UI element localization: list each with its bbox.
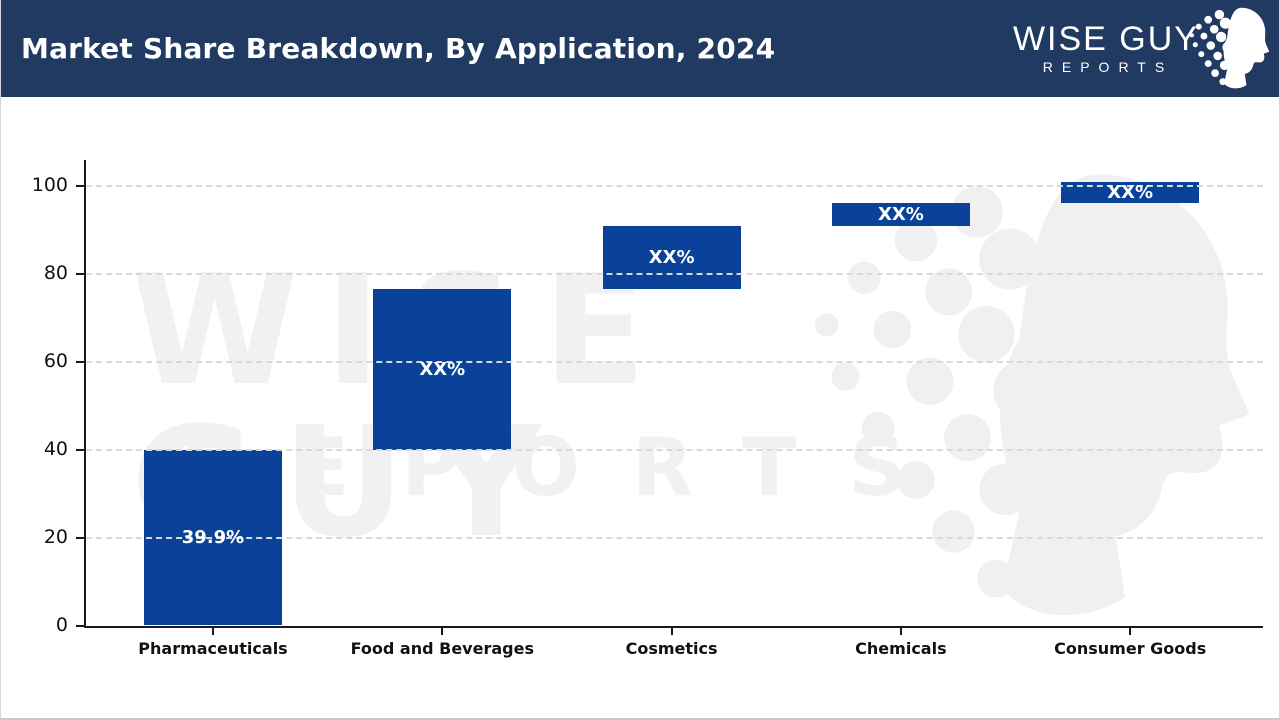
bar-value-label: 39.9%: [181, 527, 245, 549]
y-tick-80: [76, 272, 84, 275]
chart-title: Market Share Breakdown, By Application, …: [21, 32, 776, 65]
y-tick-label: 80: [43, 261, 68, 284]
y-axis-line: [84, 159, 86, 628]
y-tick-0: [76, 624, 84, 627]
gridline-40: [86, 448, 1263, 451]
wiseguy-logo: WISE GUY REPORTS: [1013, 0, 1271, 97]
x-category-label: Pharmaceuticals: [138, 639, 288, 658]
gridline-20: [86, 536, 1263, 539]
gridline-80: [86, 272, 1263, 275]
logo-wordmark-line1: WISE GUY: [1012, 20, 1199, 58]
y-tick-label: 20: [43, 525, 68, 548]
x-tick-food-and-beverages: [441, 628, 444, 635]
x-tick-pharmaceuticals: [212, 628, 214, 635]
y-tick-label: 100: [31, 174, 68, 196]
header-banner: Market Share Breakdown, By Application, …: [1, 0, 1279, 97]
y-tick-100: [76, 185, 84, 187]
bar-value-label: XX%: [419, 359, 466, 381]
bar-consumer-goods: [1061, 182, 1200, 203]
y-tick-40: [76, 448, 84, 451]
gridline-100: [86, 185, 1263, 187]
x-category-label: Chemicals: [855, 639, 947, 658]
watermark-line2: REPORTS: [181, 421, 959, 514]
y-tick-label: 0: [55, 613, 68, 636]
x-category-label: Cosmetics: [625, 639, 718, 658]
bar-cosmetics: [602, 226, 741, 290]
bar-chemicals: [831, 202, 970, 227]
bar-value-label: XX%: [648, 247, 695, 269]
y-tick-20: [76, 536, 84, 539]
x-category-label: Food and Beverages: [350, 639, 534, 658]
logo-wordmark-line2: REPORTS: [1042, 59, 1174, 75]
x-tick-chemicals: [899, 628, 902, 635]
y-tick-label: 60: [43, 349, 68, 372]
bar-food-and-beverages: [373, 289, 512, 451]
bar-value-label: XX%: [1107, 182, 1154, 204]
x-axis-line: [84, 626, 1263, 628]
x-tick-consumer-goods: [1129, 628, 1132, 635]
x-category-label: Consumer Goods: [1054, 639, 1207, 658]
bar-value-label: XX%: [877, 204, 924, 226]
y-tick-label: 40: [43, 437, 68, 460]
x-tick-cosmetics: [670, 628, 673, 635]
y-tick-60: [76, 360, 84, 363]
logo-wordmark: WISE GUY REPORTS: [1013, 22, 1199, 75]
gridline-60: [86, 360, 1263, 363]
